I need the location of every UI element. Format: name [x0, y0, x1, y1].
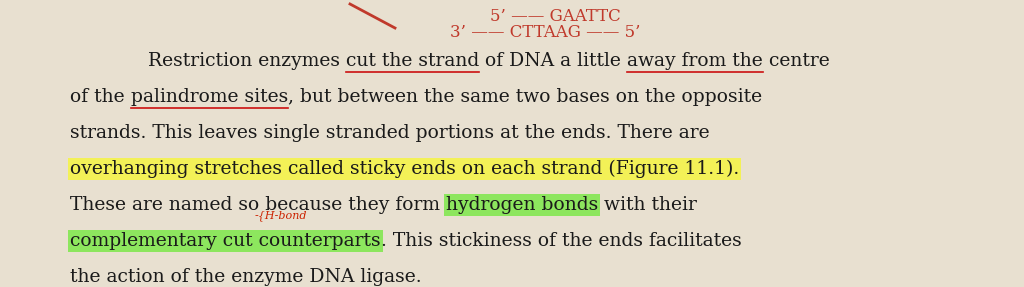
- Text: of the: of the: [70, 88, 131, 106]
- Text: of DNA a little: of DNA a little: [479, 52, 627, 70]
- Text: cut the strand: cut the strand: [346, 52, 479, 70]
- Text: Restriction enzymes: Restriction enzymes: [148, 52, 346, 70]
- Text: palindrome sites: palindrome sites: [131, 88, 288, 106]
- Text: -{H-bond: -{H-bond: [255, 210, 307, 221]
- Text: , but between the same two bases on the opposite: , but between the same two bases on the …: [288, 88, 762, 106]
- Text: centre: centre: [763, 52, 829, 70]
- Text: complementary cut counterparts: complementary cut counterparts: [70, 232, 381, 250]
- Text: These are named so because they form: These are named so because they form: [70, 196, 446, 214]
- Text: . This stickiness of the ends facilitates: . This stickiness of the ends facilitate…: [381, 232, 741, 250]
- Text: overhanging stretches called sticky ends on each strand (Figure 11.1).: overhanging stretches called sticky ends…: [70, 160, 739, 178]
- Text: hydrogen bonds: hydrogen bonds: [446, 196, 598, 214]
- Text: with their: with their: [598, 196, 697, 214]
- Text: 5’ —— GAATTC: 5’ —— GAATTC: [490, 8, 621, 25]
- Text: strands. This leaves single stranded portions at the ends. There are: strands. This leaves single stranded por…: [70, 124, 710, 142]
- Text: away from the: away from the: [627, 52, 763, 70]
- Text: 3’ —— CTTAAG —— 5’: 3’ —— CTTAAG —— 5’: [450, 24, 640, 41]
- Text: the action of the enzyme DNA ligase.: the action of the enzyme DNA ligase.: [70, 268, 422, 286]
